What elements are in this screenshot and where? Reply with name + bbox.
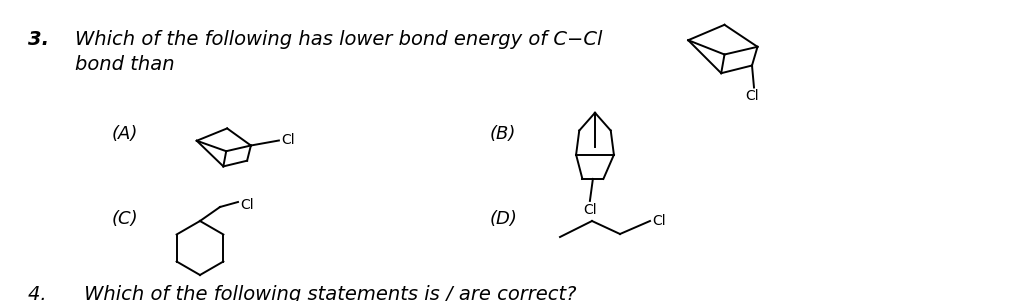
Text: Cl: Cl [745, 89, 759, 104]
Text: Which of the following has lower bond energy of C−Cl: Which of the following has lower bond en… [75, 30, 602, 49]
Text: bond than: bond than [75, 55, 175, 74]
Text: Cl: Cl [281, 134, 295, 147]
Text: (B): (B) [490, 125, 516, 143]
Text: 4.      Which of the following statements is / are correct?: 4. Which of the following statements is … [28, 285, 577, 301]
Text: (D): (D) [490, 210, 518, 228]
Text: (A): (A) [112, 125, 138, 143]
Text: Cl: Cl [652, 214, 666, 228]
Text: Cl: Cl [240, 198, 254, 212]
Text: (C): (C) [112, 210, 138, 228]
Text: Cl: Cl [583, 203, 597, 217]
Text: 3.: 3. [28, 30, 49, 49]
